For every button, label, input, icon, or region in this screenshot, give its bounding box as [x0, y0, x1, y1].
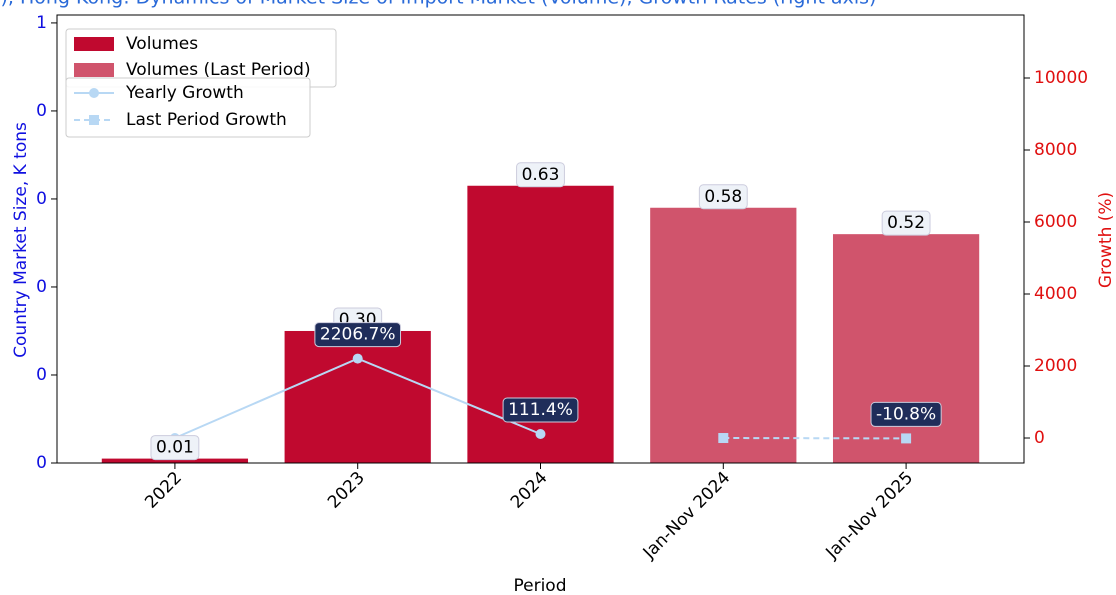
y2-axis-label: Growth (%): [1096, 192, 1116, 288]
legend-label: Last Period Growth: [126, 110, 287, 130]
label-box: [502, 397, 579, 423]
marker: [901, 433, 912, 444]
x-tick-label: Jan-Nov 2025: [822, 468, 918, 564]
y2-tick-label: 10000: [1034, 68, 1088, 88]
bar: [101, 458, 249, 463]
y2-tick-label: 6000: [1034, 212, 1077, 232]
x-tick-label: 2024: [507, 468, 552, 513]
legend-swatch: [74, 63, 114, 77]
marker: [352, 353, 363, 364]
legend-box: [65, 77, 311, 138]
bar: [832, 234, 980, 463]
label-box: [516, 162, 565, 188]
bar: [650, 207, 797, 463]
legend-swatch: [74, 37, 114, 51]
legend-marker: [89, 88, 99, 98]
y-tick-label: 0: [36, 365, 47, 385]
y-tick-label: 0: [36, 101, 47, 121]
y-axis-label: Country Market Size, K tons: [11, 122, 31, 358]
label-box: [870, 401, 942, 427]
x-tick-label: 2023: [324, 468, 369, 513]
legend-marker: [89, 115, 99, 125]
y2-tick-label: 0: [1034, 428, 1045, 448]
legend-label: Yearly Growth: [125, 83, 244, 103]
bar: [284, 330, 431, 463]
growth-label: 111.4%: [508, 400, 573, 420]
x-axis-label: Period: [513, 576, 566, 595]
y-tick-label: 0: [36, 189, 47, 209]
legend-label: Volumes (Last Period): [126, 60, 311, 80]
growth-label: 2206.7%: [320, 325, 396, 345]
bar-label: 0.58: [704, 187, 742, 207]
label-box: [881, 210, 931, 236]
y2-tick-label: 4000: [1034, 284, 1077, 304]
x-tick-label: Jan-Nov 2024: [639, 468, 735, 564]
bar-label: 0.63: [522, 165, 560, 185]
legend-label: Volumes: [126, 34, 198, 54]
y2-tick-label: 8000: [1034, 140, 1077, 160]
label-box: [698, 184, 748, 210]
chart-title: c), Hong Kong: Dynamics of Market Size o…: [0, 0, 876, 9]
y2-tick-label: 2000: [1034, 356, 1077, 376]
y-tick-label: 1: [36, 13, 47, 33]
growth-label: -10.8%: [876, 404, 936, 424]
y-tick-label: 0: [36, 277, 47, 297]
y-tick-label: 0: [36, 453, 47, 473]
marker: [535, 429, 546, 440]
bar-label: 0.01: [156, 438, 194, 458]
bar-label: 0.52: [887, 213, 925, 233]
label-box: [314, 322, 402, 348]
x-tick-label: 2022: [141, 468, 186, 513]
label-box: [150, 435, 200, 461]
marker: [718, 433, 729, 444]
